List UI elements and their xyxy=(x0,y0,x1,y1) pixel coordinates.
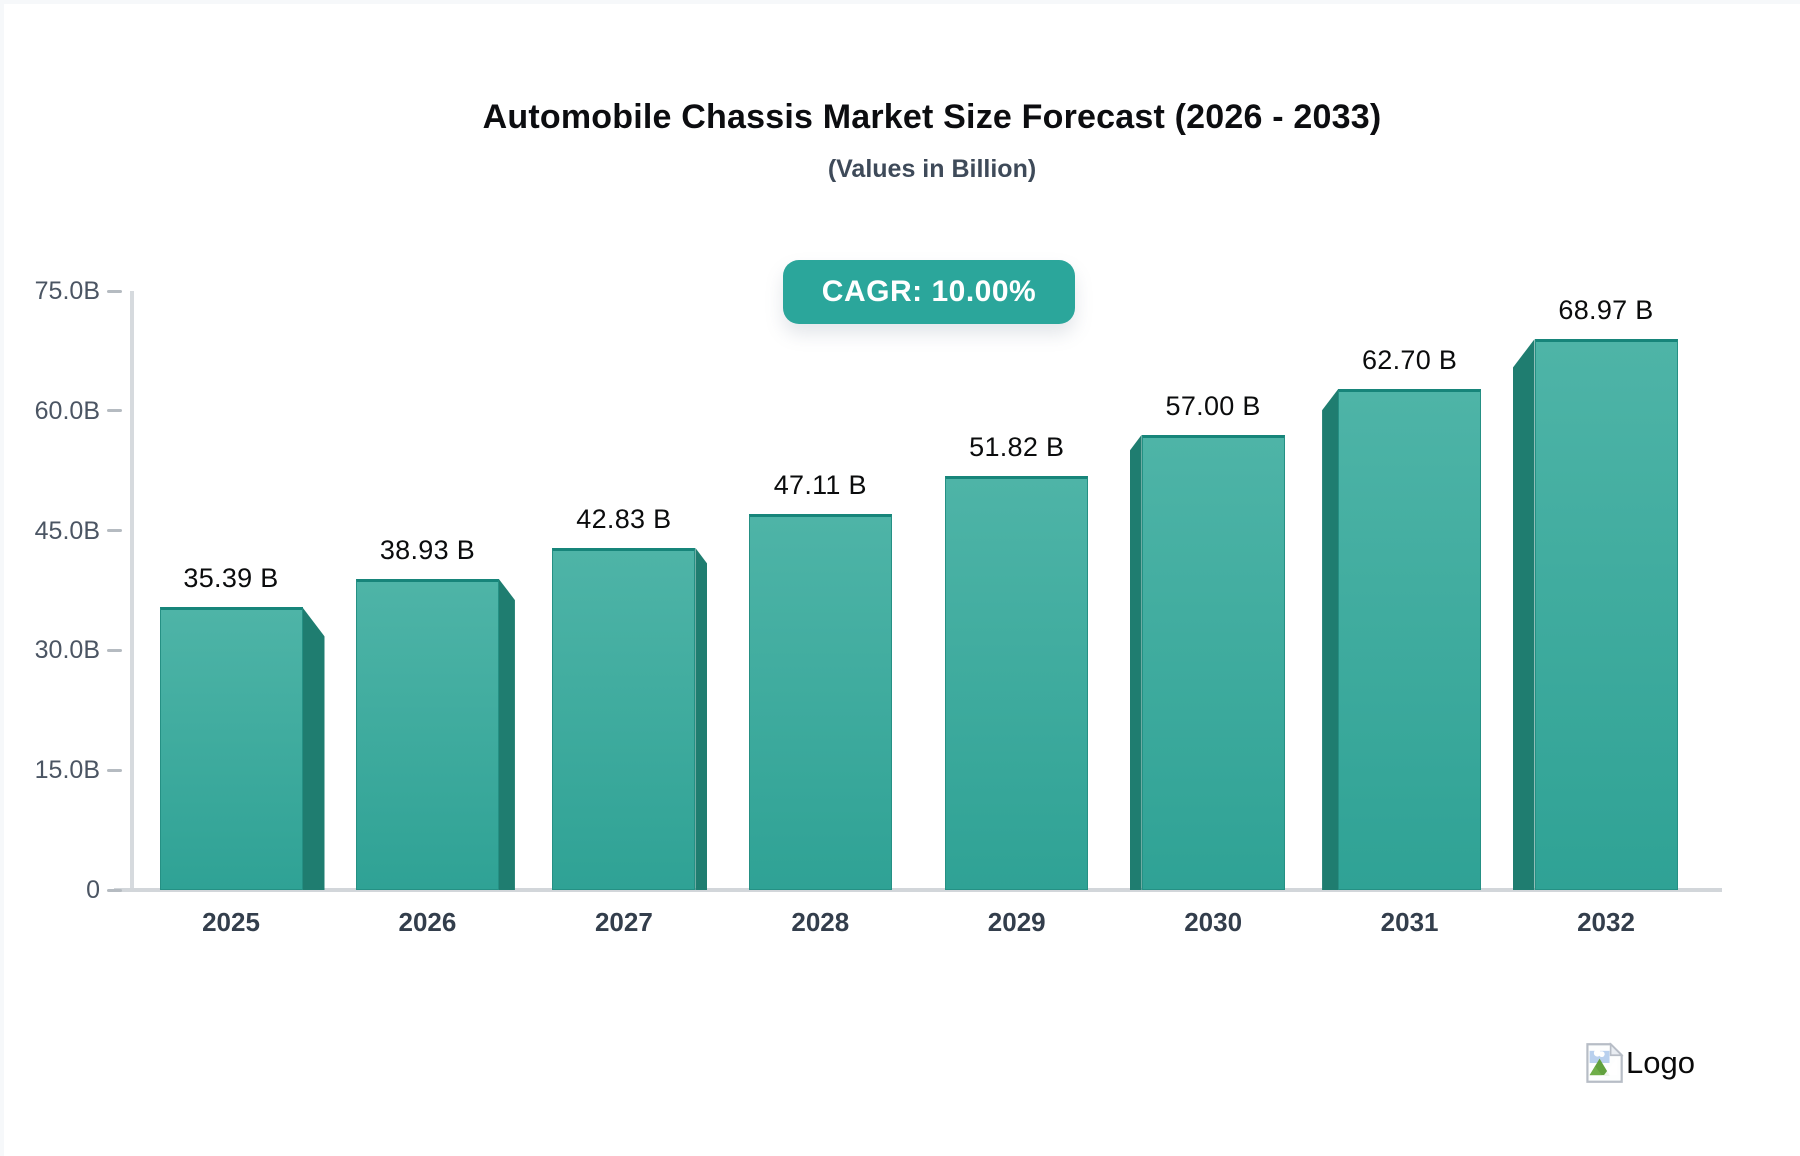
x-axis-label: 2031 xyxy=(1380,907,1439,937)
bar-value-label: 47.11 B xyxy=(773,469,867,500)
x-axis-label: 2028 xyxy=(791,907,850,937)
y-axis-tick-mark xyxy=(107,529,122,533)
x-axis-label: 2030 xyxy=(1184,907,1243,937)
chart-title: Automobile Chassis Market Size Forecast … xyxy=(482,98,1382,136)
y-axis-tick-mark xyxy=(107,888,122,892)
y-axis-tick-label: 30.0B xyxy=(34,636,100,665)
x-axis-line xyxy=(114,888,1722,892)
x-axis-label: 2032 xyxy=(1577,907,1635,937)
bar-side-face xyxy=(1322,389,1339,890)
chart-header: Automobile Chassis Market Size Forecast … xyxy=(74,98,1790,184)
y-axis-tick-label: 75.0B xyxy=(34,277,100,305)
bar-chart: 75.0B 60.0B 45.0B 30.0B 15.0B 0 35.39 B 2025 38.… xyxy=(4,4,1800,1156)
bar-value-label: 38.93 B xyxy=(379,535,476,566)
chart-subtitle: (Values in Billion) xyxy=(827,155,1037,183)
y-axis-tick-mark xyxy=(107,289,122,293)
bar[interactable] xyxy=(748,513,892,890)
footer-logo: Logo xyxy=(1584,1042,1695,1084)
bar[interactable] xyxy=(159,607,303,890)
bar-side-face xyxy=(1129,434,1142,890)
bar-value-label: 68.97 B xyxy=(1558,295,1654,326)
bar-value-label: 57.00 B xyxy=(1165,390,1261,421)
bar-value-label: 62.70 B xyxy=(1361,345,1458,376)
y-axis-tick-label: 15.0B xyxy=(34,756,100,785)
bar-side-face xyxy=(1512,339,1535,890)
bar[interactable] xyxy=(1534,339,1678,890)
chart-card: Automobile Chassis Market Size Forecast … xyxy=(4,4,1800,1156)
y-axis-tick-mark xyxy=(107,648,122,652)
y-axis-tick-label: 45.0B xyxy=(34,516,100,545)
logo-text: Logo xyxy=(1626,1045,1695,1080)
bar[interactable] xyxy=(945,476,1089,890)
bar-side-face xyxy=(695,547,708,890)
bar-value-label: 35.39 B xyxy=(183,563,279,594)
bar[interactable] xyxy=(1338,389,1482,890)
y-axis-tick-label: 0 xyxy=(86,876,100,904)
x-axis-label: 2025 xyxy=(202,907,260,937)
y-axis-tick-label: 60.0B xyxy=(34,396,100,425)
y-axis-line xyxy=(130,291,134,890)
x-axis-label: 2027 xyxy=(594,907,653,937)
x-axis-label: 2026 xyxy=(398,907,457,937)
broken-image-icon xyxy=(1586,1042,1624,1083)
bar[interactable] xyxy=(552,547,696,890)
bar-value-label: 42.83 B xyxy=(576,503,672,534)
bar[interactable] xyxy=(1141,434,1285,890)
bar-side-face xyxy=(302,607,325,890)
y-axis-tick-mark xyxy=(107,409,122,413)
bar-value-label: 51.82 B xyxy=(969,432,1065,463)
y-axis-tick-mark xyxy=(107,768,122,772)
x-axis-label: 2029 xyxy=(987,907,1046,937)
cagr-badge: CAGR: 10.00% xyxy=(783,260,1075,324)
bar-side-face xyxy=(498,579,515,890)
bar[interactable] xyxy=(355,579,499,890)
